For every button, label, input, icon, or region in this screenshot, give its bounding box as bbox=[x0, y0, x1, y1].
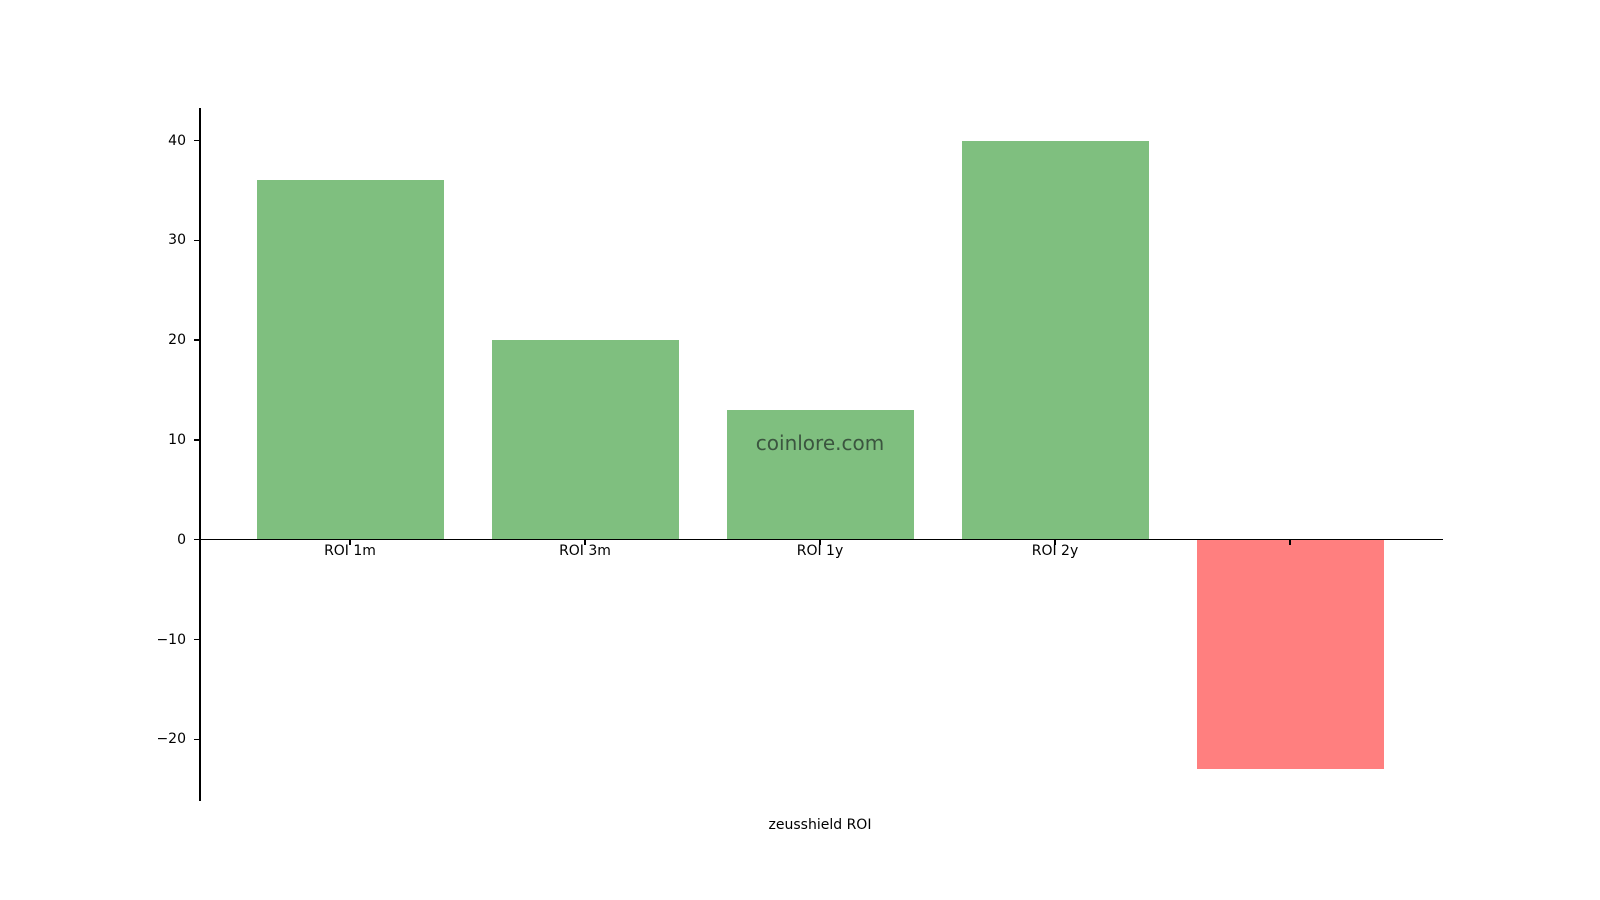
x-tick bbox=[584, 539, 586, 545]
watermark-text: coinlore.com bbox=[755, 431, 885, 455]
bar-roi-2y bbox=[961, 140, 1149, 540]
y-tick-label: 30 bbox=[168, 232, 186, 249]
x-tick-label: ROI 3m bbox=[559, 543, 611, 559]
x-tick-label: ROI 1m bbox=[324, 543, 376, 559]
y-tick-label: −20 bbox=[156, 731, 186, 748]
y-tick-label: 10 bbox=[168, 431, 186, 448]
y-tick bbox=[194, 239, 200, 242]
x-tick bbox=[1054, 539, 1056, 545]
y-tick-label: 40 bbox=[168, 132, 186, 149]
x-tick bbox=[1289, 539, 1291, 545]
y-tick bbox=[194, 738, 200, 741]
bar-roi-1y bbox=[726, 409, 914, 540]
x-tick-label: ROI 2y bbox=[1031, 543, 1079, 559]
y-tick bbox=[194, 538, 200, 541]
x-tick bbox=[819, 539, 821, 545]
bar-unlabeled bbox=[1196, 539, 1384, 770]
x-tick-label: ROI 1y bbox=[796, 543, 844, 559]
y-tick bbox=[194, 638, 200, 641]
y-tick-label: −10 bbox=[156, 631, 186, 648]
bar-roi-3m bbox=[491, 340, 679, 540]
y-tick bbox=[194, 139, 200, 142]
bar-roi-1m bbox=[256, 180, 444, 540]
y-tick bbox=[194, 339, 200, 341]
y-tick bbox=[194, 439, 200, 441]
x-tick bbox=[349, 539, 351, 545]
y-tick-label: 20 bbox=[168, 332, 186, 349]
y-axis-spine bbox=[199, 108, 201, 801]
x-axis-line bbox=[199, 538, 1443, 541]
y-tick-label: 0 bbox=[177, 531, 186, 548]
chart-xlabel: zeusshield ROI bbox=[768, 817, 872, 833]
